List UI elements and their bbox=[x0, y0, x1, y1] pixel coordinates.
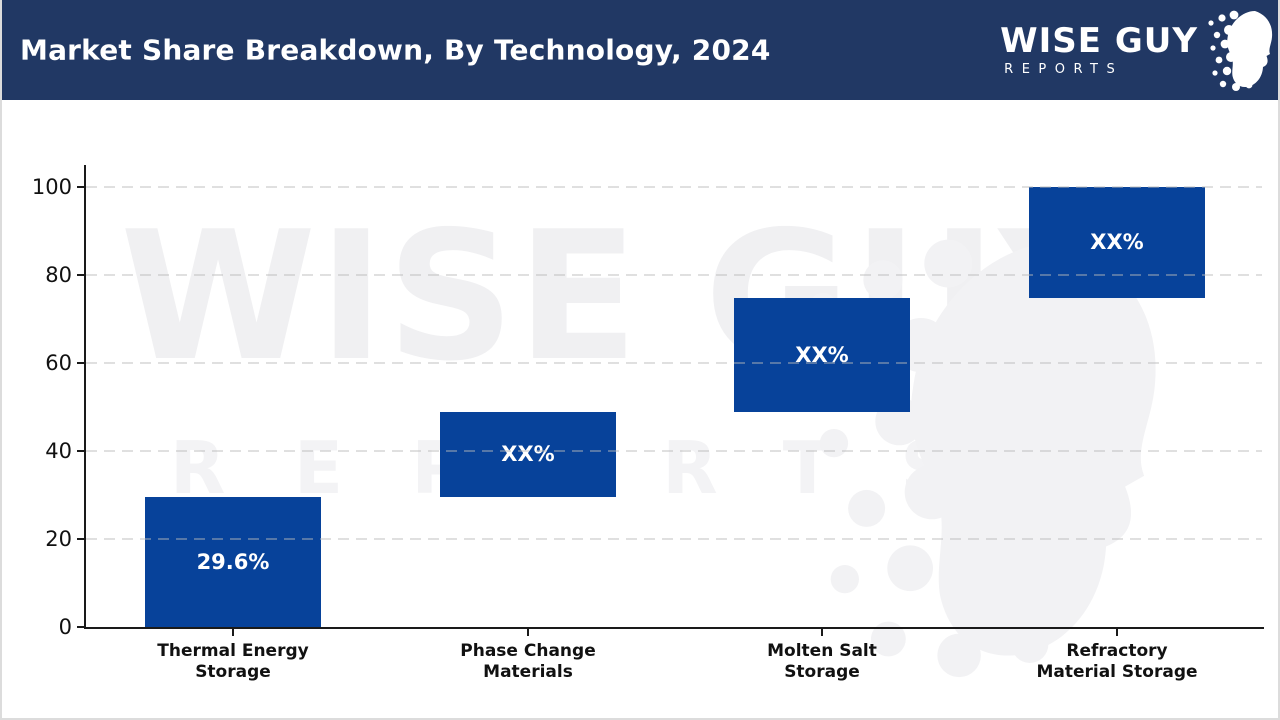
gridline-60 bbox=[86, 362, 1262, 364]
x-tick-mark-1 bbox=[527, 629, 529, 636]
y-tick-label-0: 0 bbox=[58, 615, 72, 639]
y-axis-line bbox=[84, 165, 86, 629]
waterfall-bar-2: XX% bbox=[734, 297, 910, 412]
brand-head-icon bbox=[1208, 10, 1273, 91]
x-category-label-line: Material Storage bbox=[1036, 662, 1198, 682]
x-category-label-line: Materials bbox=[483, 662, 573, 682]
waterfall-bar-3: XX% bbox=[1029, 187, 1205, 298]
brand-logo-text: WISE GUY REPORTS bbox=[1000, 23, 1198, 77]
y-tick-label-60: 60 bbox=[45, 351, 72, 375]
watermark-head-icon bbox=[808, 239, 1156, 678]
brand-name: WISE GUY bbox=[1000, 21, 1198, 61]
y-tick-mark-40 bbox=[77, 450, 84, 452]
y-tick-mark-60 bbox=[77, 362, 84, 364]
y-tick-mark-80 bbox=[77, 274, 84, 276]
waterfall-bar-1: XX% bbox=[440, 411, 616, 497]
x-category-label-line: Storage bbox=[195, 662, 271, 682]
x-category-label-line: Storage bbox=[784, 662, 860, 682]
y-tick-label-80: 80 bbox=[45, 263, 72, 287]
y-tick-label-100: 100 bbox=[31, 175, 72, 199]
brand-subtitle: REPORTS bbox=[1004, 62, 1124, 77]
bar-value-label-0: 29.6% bbox=[196, 549, 270, 574]
y-tick-mark-20 bbox=[77, 538, 84, 540]
page-title: Market Share Breakdown, By Technology, 2… bbox=[20, 33, 771, 67]
y-tick-label-40: 40 bbox=[45, 439, 72, 463]
bar-value-label-3: XX% bbox=[1090, 230, 1144, 255]
x-category-label-line: Phase Change bbox=[460, 641, 596, 661]
x-category-label-2: Molten Salt Storage bbox=[682, 641, 962, 683]
x-category-label-0: Thermal Energy Storage bbox=[93, 641, 373, 683]
x-category-label-line: Thermal Energy bbox=[157, 641, 309, 661]
x-axis-line bbox=[84, 627, 1264, 629]
y-tick-mark-0 bbox=[77, 626, 84, 628]
x-tick-mark-3 bbox=[1116, 629, 1118, 636]
x-tick-mark-2 bbox=[821, 629, 823, 636]
bar-value-label-1: XX% bbox=[501, 442, 555, 467]
y-tick-mark-100 bbox=[77, 186, 84, 188]
bar-value-label-2: XX% bbox=[795, 342, 849, 367]
x-category-label-3: Refractory Material Storage bbox=[977, 641, 1257, 683]
x-tick-mark-0 bbox=[232, 629, 234, 636]
brand-logo: WISE GUY REPORTS bbox=[1000, 6, 1274, 94]
gridline-40 bbox=[86, 450, 1262, 452]
gridline-80 bbox=[86, 274, 1262, 276]
x-category-label-line: Refractory bbox=[1066, 641, 1168, 661]
x-category-label-1: Phase Change Materials bbox=[388, 641, 668, 683]
y-tick-label-20: 20 bbox=[45, 527, 72, 551]
waterfall-bar-0: 29.6% bbox=[145, 496, 321, 627]
header-bar: Market Share Breakdown, By Technology, 2… bbox=[2, 0, 1278, 100]
x-category-label-line: Molten Salt bbox=[767, 641, 877, 661]
gridline-20 bbox=[86, 538, 1262, 540]
gridline-100 bbox=[86, 186, 1262, 188]
chart-plot-area: WISE GUY REPORTS 02040608010029.6%XX%XX%… bbox=[2, 100, 1278, 718]
